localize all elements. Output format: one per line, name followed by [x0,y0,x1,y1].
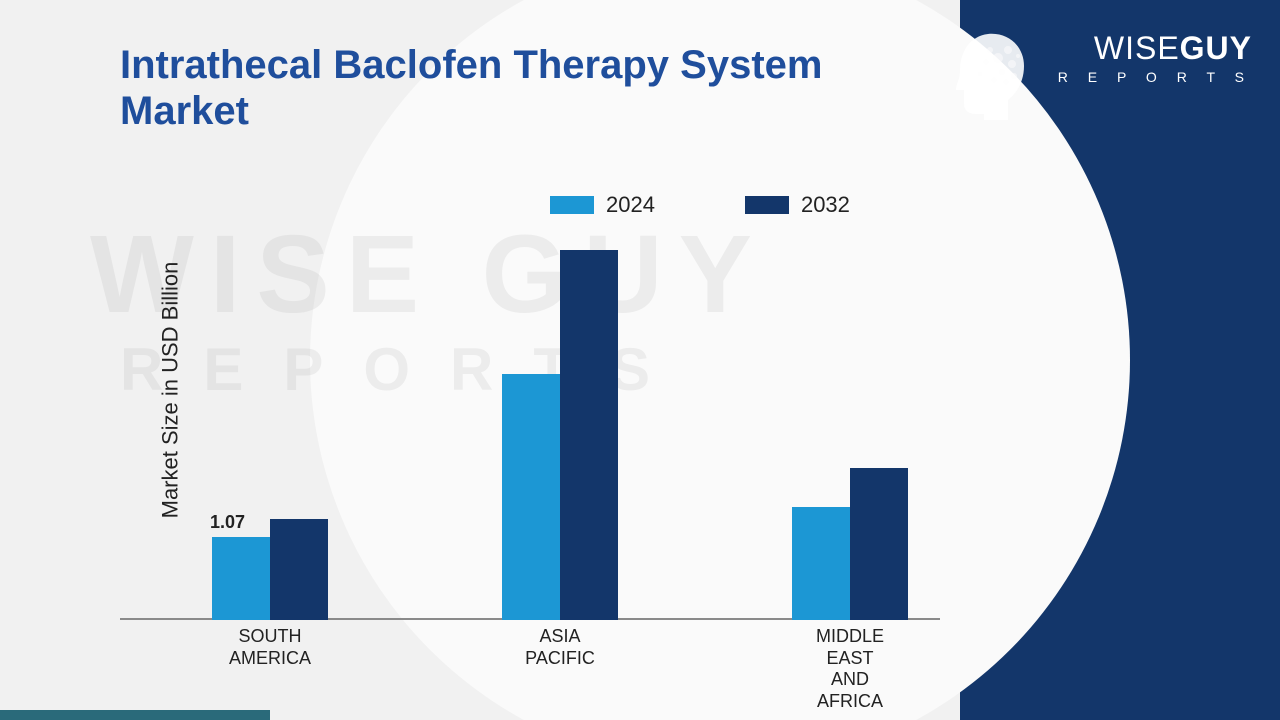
x-tick-label: ASIA PACIFIC [525,626,595,669]
bar-group: SOUTH AMERICA [180,519,360,620]
logo-head-icon [950,30,1030,120]
bottom-accent-bar [0,710,270,720]
legend-swatch-2032 [745,196,789,214]
chart-canvas: WISE GUY REPORTS Intrathecal Baclofen Th… [0,0,1280,720]
bar [792,507,850,620]
logo-word-wise: WISE [1094,30,1180,66]
legend-label-2024: 2024 [606,192,655,218]
x-tick-label: SOUTH AMERICA [229,626,311,669]
bar [270,519,328,620]
legend-item-2024: 2024 [550,192,655,218]
bar-group: ASIA PACIFIC [470,250,650,621]
logo-line1: WISEGUY [1058,30,1252,67]
plot-area: SOUTH AMERICA1.07 ASIA PACIFIC MIDDLE EAST… [120,230,940,620]
bar-value-label: 1.07 [210,512,245,533]
legend-swatch-2024 [550,196,594,214]
legend-item-2032: 2032 [745,192,850,218]
bar [560,250,618,621]
legend-label-2032: 2032 [801,192,850,218]
logo-word-guy: GUY [1180,30,1252,66]
bar [850,468,908,620]
chart-title: Intrathecal Baclofen Therapy System Mark… [120,42,880,134]
logo-line2: R E P O R T S [1058,69,1252,85]
legend: 2024 2032 [550,192,850,218]
brand-logo: WISEGUY R E P O R T S [1058,30,1252,85]
bar [212,537,270,620]
bar-group: MIDDLE EAST AND AFRICA [760,468,940,620]
bar [502,374,560,620]
x-tick-label: MIDDLE EAST AND AFRICA [816,626,884,712]
